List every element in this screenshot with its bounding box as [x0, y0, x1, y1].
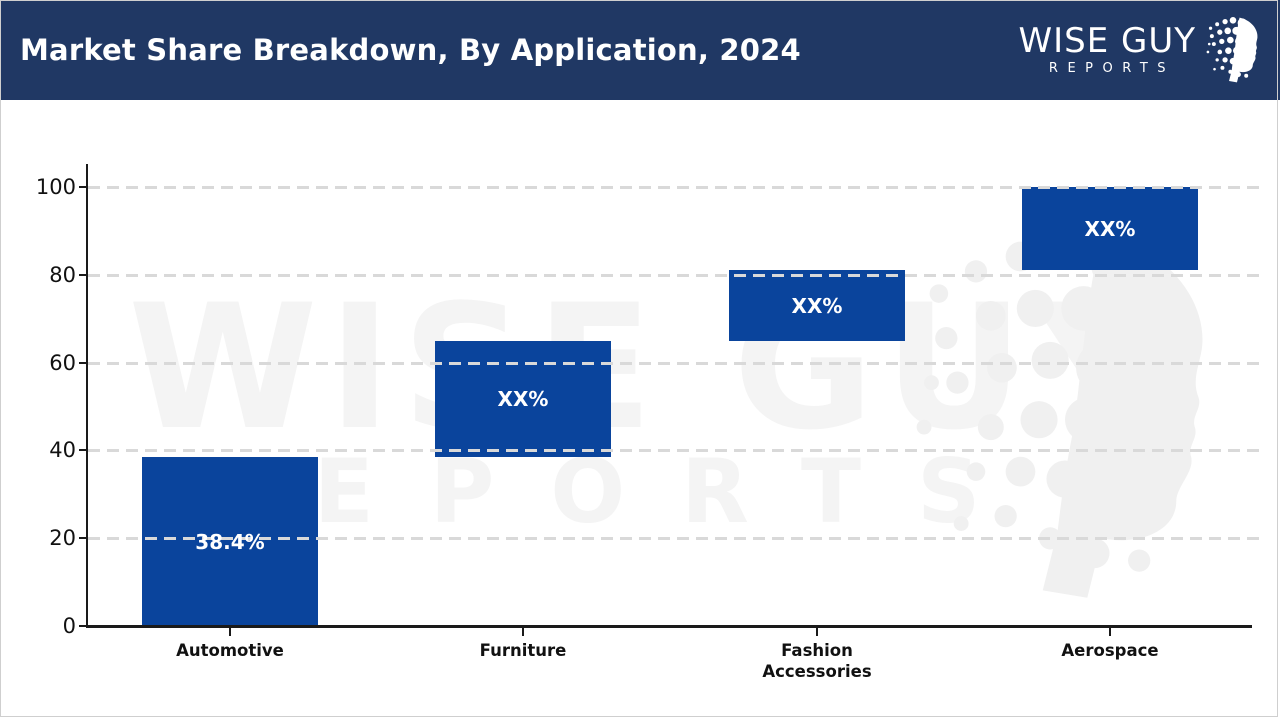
y-tick-mark [79, 361, 87, 364]
y-axis-tick-label: 60 [49, 350, 76, 375]
x-axis-category-label: Automotive [176, 641, 284, 660]
dotted-head-icon [1206, 17, 1258, 83]
y-axis-tick-label: 80 [49, 262, 76, 287]
h-gridline [88, 186, 1262, 189]
y-axis-tick-label: 40 [49, 438, 76, 463]
bar-value-label: XX% [1084, 216, 1136, 241]
x-tick-mark [1109, 628, 1111, 636]
y-axis-line [86, 164, 88, 628]
watermark-head-icon [916, 230, 1203, 598]
y-tick-mark [79, 449, 87, 452]
bar-segment-aerospace [1022, 187, 1198, 271]
x-tick-mark [816, 628, 818, 636]
brand-logo-text: WISE GUY REPORTS [1018, 24, 1196, 76]
x-axis-line [86, 625, 1252, 628]
brand-subname: REPORTS [1048, 61, 1176, 76]
header-bar: Market Share Breakdown, By Application, … [0, 0, 1280, 100]
x-tick-mark [522, 628, 524, 636]
bar-segment-automotive [142, 457, 318, 626]
y-axis-tick-label: 0 [62, 614, 76, 638]
bar-value-label: 38.4% [195, 529, 265, 554]
y-tick-mark [79, 625, 87, 627]
x-tick-mark [229, 628, 231, 636]
watermark-subtext: REPORTS [190, 440, 1037, 543]
h-gridline [88, 537, 1262, 541]
h-gridline [88, 273, 1262, 277]
bar-value-label: XX% [791, 293, 843, 318]
bar-segment-furniture [435, 340, 611, 458]
y-tick-mark [79, 186, 87, 188]
y-axis-tick-label: 100 [35, 175, 76, 199]
brand-name: WISE GUY [1018, 21, 1196, 61]
y-tick-mark [79, 273, 87, 276]
h-gridline [88, 449, 1262, 453]
x-axis-category-label: Fashion Accessories [762, 641, 872, 681]
x-axis-category-label: Aerospace [1061, 641, 1159, 660]
bar-value-label: XX% [497, 387, 549, 412]
page-title: Market Share Breakdown, By Application, … [20, 33, 801, 67]
bar-segment-fashion-accessories [729, 270, 905, 341]
brand-logo: WISE GUY REPORTS [1018, 0, 1266, 100]
y-tick-mark [79, 537, 87, 540]
x-axis-category-label: Furniture [479, 641, 567, 660]
y-axis-tick-label: 20 [49, 526, 76, 551]
h-gridline [88, 361, 1262, 365]
